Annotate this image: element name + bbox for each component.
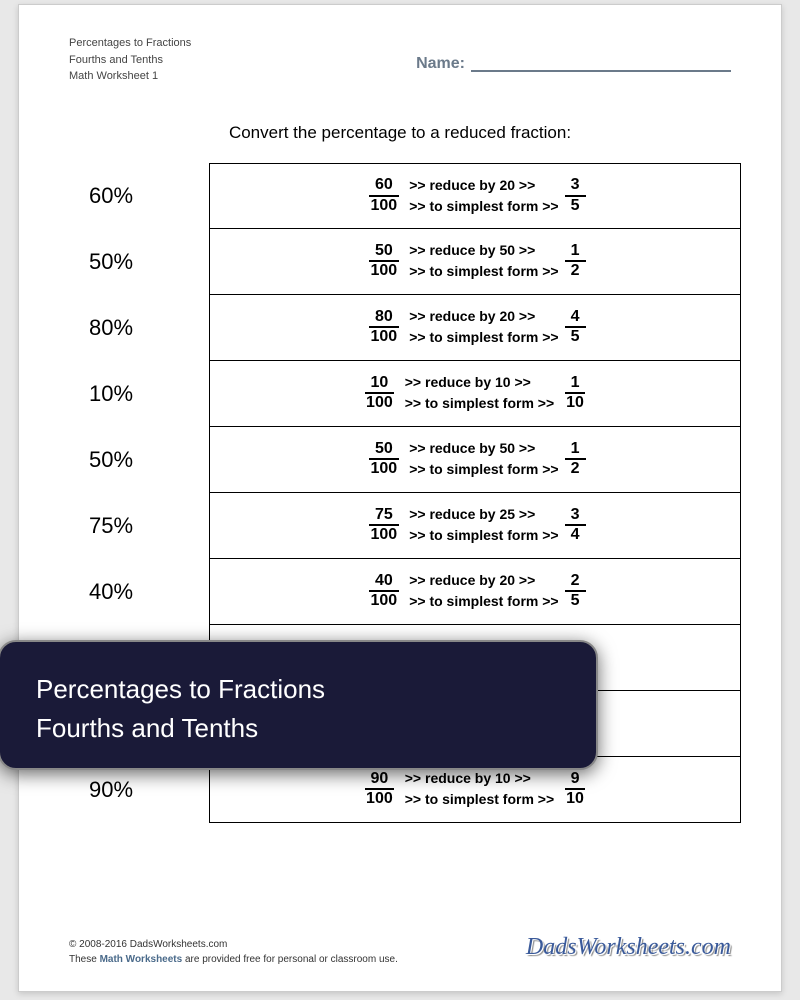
percent-value: 90%: [79, 777, 209, 803]
answer-cell: 40100>> reduce by 20 >>>> to simplest fo…: [209, 559, 741, 625]
percent-value: 50%: [79, 447, 209, 473]
site-logo: DadsWorksheets.com: [526, 934, 731, 961]
header: Percentages to Fractions Fourths and Ten…: [19, 5, 781, 95]
title-overlay: Percentages to Fractions Fourths and Ten…: [0, 640, 598, 770]
reduced-fraction: 45: [565, 308, 586, 347]
reduction-text: >> reduce by 50 >>>> to simplest form >>: [409, 240, 558, 282]
reduced-fraction: 12: [565, 440, 586, 479]
percent-value: 40%: [79, 579, 209, 605]
worksheet-page: Percentages to Fractions Fourths and Ten…: [18, 4, 782, 992]
reduction-text: >> reduce by 10 >>>> to simplest form >>: [405, 768, 554, 810]
percent-value: 75%: [79, 513, 209, 539]
table-row: 10%10100>> reduce by 10 >>>> to simplest…: [79, 361, 741, 427]
table-row: 40%40100>> reduce by 20 >>>> to simplest…: [79, 559, 741, 625]
reduced-fraction: 12: [565, 242, 586, 281]
overlay-line-2: Fourths and Tenths: [36, 709, 560, 748]
table-row: 75%75100>> reduce by 25 >>>> to simplest…: [79, 493, 741, 559]
table-row: 80%80100>> reduce by 20 >>>> to simplest…: [79, 295, 741, 361]
reduction-text: >> reduce by 25 >>>> to simplest form >>: [409, 504, 558, 546]
original-fraction: 40100: [365, 572, 404, 611]
footer-note: These Math Worksheets are provided free …: [69, 952, 398, 967]
reduced-fraction: 910: [560, 770, 590, 809]
reduction-text: >> reduce by 20 >>>> to simplest form >>: [409, 175, 558, 217]
name-label: Name:: [416, 55, 465, 73]
percent-value: 50%: [79, 249, 209, 275]
worksheet-meta: Percentages to Fractions Fourths and Ten…: [69, 35, 191, 85]
reduction-text: >> reduce by 20 >>>> to simplest form >>: [409, 570, 558, 612]
percent-value: 80%: [79, 315, 209, 341]
original-fraction: 80100: [365, 308, 404, 347]
reduction-text: >> reduce by 20 >>>> to simplest form >>: [409, 306, 558, 348]
table-row: 60%60100>> reduce by 20 >>>> to simplest…: [79, 163, 741, 229]
original-fraction: 60100: [365, 176, 404, 215]
answer-cell: 50100>> reduce by 50 >>>> to simplest fo…: [209, 427, 741, 493]
original-fraction: 50100: [365, 242, 404, 281]
original-fraction: 75100: [365, 506, 404, 545]
answer-cell: 75100>> reduce by 25 >>>> to simplest fo…: [209, 493, 741, 559]
copyright: © 2008-2016 DadsWorksheets.com: [69, 937, 398, 952]
answer-cell: 50100>> reduce by 50 >>>> to simplest fo…: [209, 229, 741, 295]
answer-cell: 80100>> reduce by 20 >>>> to simplest fo…: [209, 295, 741, 361]
meta-line-3: Math Worksheet 1: [69, 68, 191, 85]
meta-line-2: Fourths and Tenths: [69, 52, 191, 69]
footer: © 2008-2016 DadsWorksheets.com These Mat…: [69, 934, 731, 967]
original-fraction: 90100: [360, 770, 399, 809]
meta-line-1: Percentages to Fractions: [69, 35, 191, 52]
name-underline: [471, 56, 731, 72]
reduced-fraction: 35: [565, 176, 586, 215]
table-row: 50%50100>> reduce by 50 >>>> to simplest…: [79, 427, 741, 493]
original-fraction: 50100: [365, 440, 404, 479]
answer-cell: 60100>> reduce by 20 >>>> to simplest fo…: [209, 163, 741, 229]
reduction-text: >> reduce by 10 >>>> to simplest form >>: [405, 372, 554, 414]
percent-value: 60%: [79, 183, 209, 209]
answer-cell: 10100>> reduce by 10 >>>> to simplest fo…: [209, 361, 741, 427]
instruction-text: Convert the percentage to a reduced frac…: [19, 123, 781, 143]
percent-value: 10%: [79, 381, 209, 407]
footer-text: © 2008-2016 DadsWorksheets.com These Mat…: [69, 937, 398, 967]
name-field: Name:: [416, 43, 731, 85]
table-row: 50%50100>> reduce by 50 >>>> to simplest…: [79, 229, 741, 295]
reduced-fraction: 34: [565, 506, 586, 545]
reduced-fraction: 110: [560, 374, 590, 413]
overlay-line-1: Percentages to Fractions: [36, 670, 560, 709]
reduced-fraction: 25: [565, 572, 586, 611]
original-fraction: 10100: [360, 374, 399, 413]
reduction-text: >> reduce by 50 >>>> to simplest form >>: [409, 438, 558, 480]
